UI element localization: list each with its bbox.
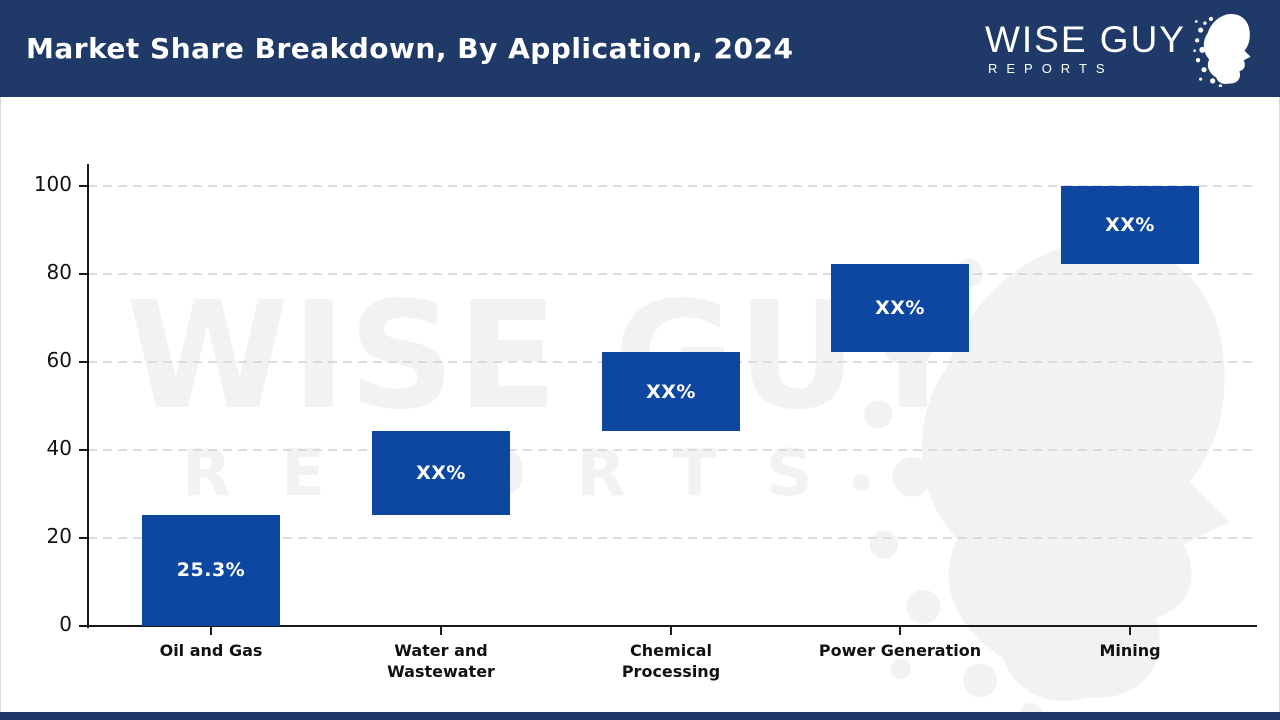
y-tick-mark [79, 625, 87, 627]
y-tick-label: 0 [59, 612, 72, 636]
x-category-label: Chemical Processing [621, 641, 721, 681]
logo-wordmark: WISE GUY [984, 19, 1186, 60]
y-tick-mark [79, 184, 87, 187]
logo-text: WISE GUY REPORTS [985, 21, 1186, 76]
x-axis-line [87, 625, 1257, 627]
bar-segment: XX% [831, 263, 969, 353]
y-tick-mark [79, 272, 87, 275]
y-tick-label: 100 [33, 171, 72, 196]
x-tick-mark [899, 627, 901, 635]
gridline [88, 536, 1256, 539]
x-category-label: Water and Wastewater [387, 641, 495, 681]
logo-face-icon [1192, 7, 1254, 91]
y-tick-mark [79, 360, 87, 363]
x-tick-mark [210, 627, 212, 635]
wiseguy-logo: WISE GUY REPORTS [985, 7, 1254, 91]
bar-segment: XX% [1061, 185, 1199, 264]
y-tick-mark [79, 536, 87, 539]
footer-bar [0, 712, 1280, 720]
y-tick-label: 40 [46, 435, 72, 460]
x-tick-mark [440, 627, 442, 635]
logo-subtext: REPORTS [987, 61, 1114, 76]
x-tick-mark [670, 627, 672, 635]
gridline [88, 448, 1256, 451]
x-category-label: Oil and Gas [159, 641, 263, 660]
x-tick-mark [1129, 627, 1131, 635]
watermark-text-1: WISE GUY [126, 270, 969, 442]
y-tick-label: 60 [46, 347, 72, 372]
page-title: Market Share Breakdown, By Application, … [26, 32, 794, 65]
header-bar: Market Share Breakdown, By Application, … [0, 0, 1280, 97]
x-category-label: Mining [1099, 641, 1161, 660]
y-tick-label: 80 [46, 259, 72, 284]
x-category-label: Power Generation [818, 641, 982, 660]
bar-value-label: 25.3% [176, 559, 246, 582]
bar-value-label: XX% [1105, 213, 1155, 236]
bar-value-label: XX% [875, 297, 925, 320]
bar-segment: XX% [602, 352, 740, 432]
bar-value-label: XX% [416, 461, 466, 484]
y-tick-label: 20 [46, 523, 72, 548]
bar-value-label: XX% [646, 380, 696, 403]
gridline [88, 272, 1256, 275]
gridline [88, 184, 1256, 187]
y-axis-line [87, 164, 89, 628]
bar-segment: 25.3% [142, 514, 280, 626]
y-tick-mark [79, 448, 87, 451]
bar-segment: XX% [372, 431, 510, 515]
